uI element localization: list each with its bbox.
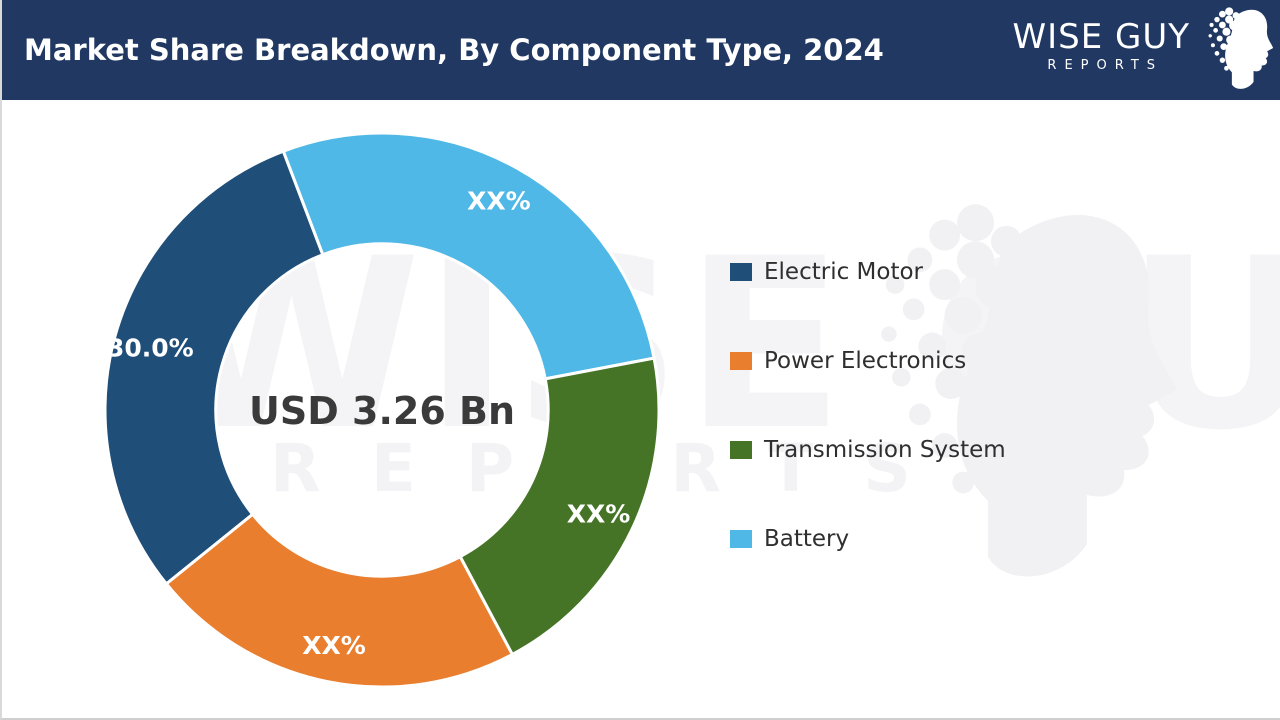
brand-logo-text: WISE GUY REPORTS <box>1012 20 1190 73</box>
donut-segment-battery <box>281 131 656 381</box>
brand-wordmark: WISE GUY <box>1012 17 1190 57</box>
legend-label: Electric Motor <box>764 259 924 285</box>
brand-logo: WISE GUY REPORTS <box>1012 4 1274 96</box>
donut-segment-transmission-system <box>458 356 661 657</box>
segment-label-electric-motor: 30.0% <box>107 333 194 362</box>
legend-label: Battery <box>764 526 850 552</box>
chart-legend: Electric Motor Power Electronics Transmiss… <box>730 258 1006 553</box>
legend-swatch-power-electronics <box>730 352 752 370</box>
legend-item-transmission-system: Transmission System <box>730 436 1006 464</box>
segment-label-transmission-system: XX% <box>567 500 631 529</box>
legend-item-electric-motor: Electric Motor <box>730 258 1006 286</box>
segment-label-battery: XX% <box>467 186 531 215</box>
legend-swatch-battery <box>730 530 752 548</box>
brand-tagline: REPORTS <box>1047 58 1164 73</box>
page-title: Market Share Breakdown, By Component Typ… <box>24 33 884 67</box>
head-profile-icon <box>1208 7 1274 89</box>
segment-label-power-electronics: XX% <box>302 631 366 660</box>
header: Market Share Breakdown, By Component Typ… <box>2 0 1280 100</box>
legend-swatch-transmission-system <box>730 441 752 459</box>
legend-item-power-electronics: Power Electronics <box>730 347 1006 375</box>
legend-item-battery: Battery <box>730 525 1006 553</box>
donut-segment-electric-motor <box>103 149 325 586</box>
donut-chart: XX% 30.0% XX% XX% USD 3.26 Bn <box>103 131 661 689</box>
donut-center-value: USD 3.26 Bn <box>249 389 515 433</box>
legend-label: Transmission System <box>764 437 1006 463</box>
donut-segment-power-electronics <box>164 512 515 689</box>
legend-swatch-electric-motor <box>730 263 752 281</box>
legend-label: Power Electronics <box>764 348 967 374</box>
